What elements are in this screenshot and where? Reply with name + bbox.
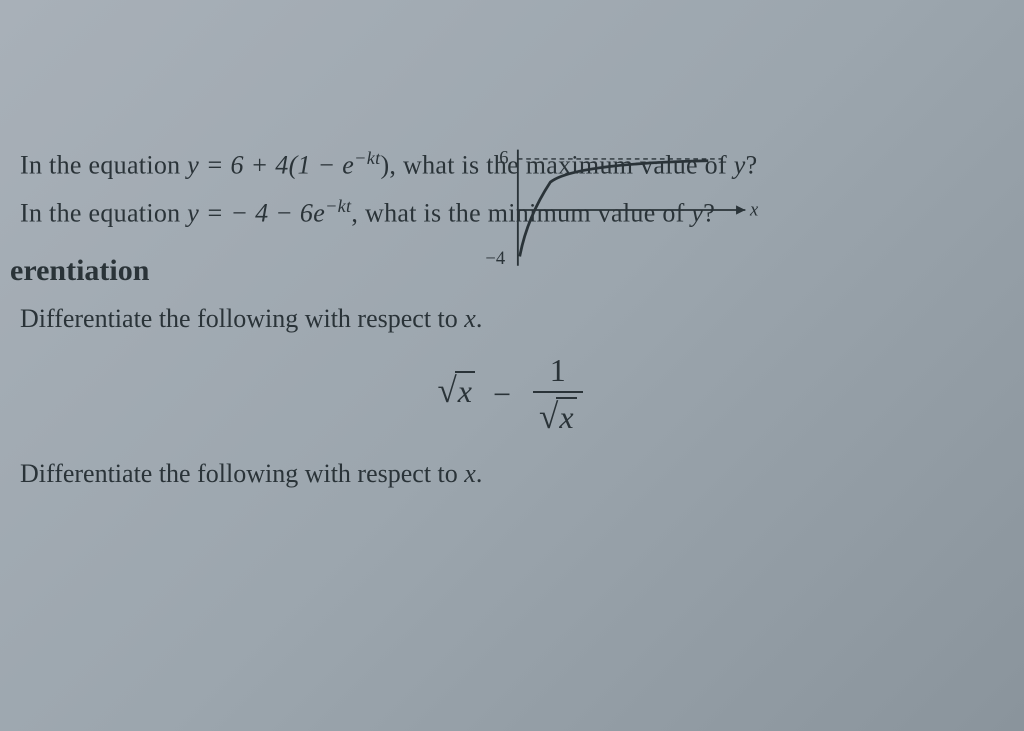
diff-instr1-text: Differentiate the following with respect… — [20, 304, 464, 333]
diff-var-1: x — [464, 304, 476, 333]
sqrt-x-den: x — [539, 395, 577, 437]
diff-var-2: x — [464, 459, 476, 488]
x-axis-label: x — [749, 200, 759, 221]
fraction: 1 x — [533, 352, 583, 437]
diff-period-1: . — [476, 304, 483, 333]
q2-exponent: −kt — [325, 196, 351, 216]
diff-instruction-2: Differentiate the following with respect… — [20, 459, 1004, 489]
q1-exponent: −kt — [354, 148, 380, 168]
math-expression: x − 1 x — [20, 352, 1004, 437]
y-bottom-label: −4 — [485, 248, 505, 269]
sqrt-x-body: x — [455, 371, 475, 409]
y-top-label: 6 — [499, 148, 508, 169]
q1-equation: y = 6 + 4(1 − e — [187, 151, 354, 180]
sqrt-x: x — [437, 369, 475, 411]
x-arrow-icon — [736, 205, 745, 214]
diff-instruction-1: Differentiate the following with respect… — [20, 304, 1004, 334]
q2-equation: y = − 4 − 6e — [187, 198, 325, 227]
minus-sign: − — [493, 376, 511, 412]
sqrt-x-den-body: x — [556, 397, 576, 435]
q2-prefix: In the equation — [20, 198, 187, 227]
curve — [520, 161, 709, 257]
exponential-graph: 6 −4 x — [480, 145, 760, 275]
diff-instr2-text: Differentiate the following with respect… — [20, 459, 464, 488]
fraction-numerator: 1 — [533, 352, 583, 393]
diff-period-2: . — [476, 459, 483, 488]
q1-prefix: In the equation — [20, 151, 187, 180]
fraction-denominator: x — [533, 393, 583, 437]
